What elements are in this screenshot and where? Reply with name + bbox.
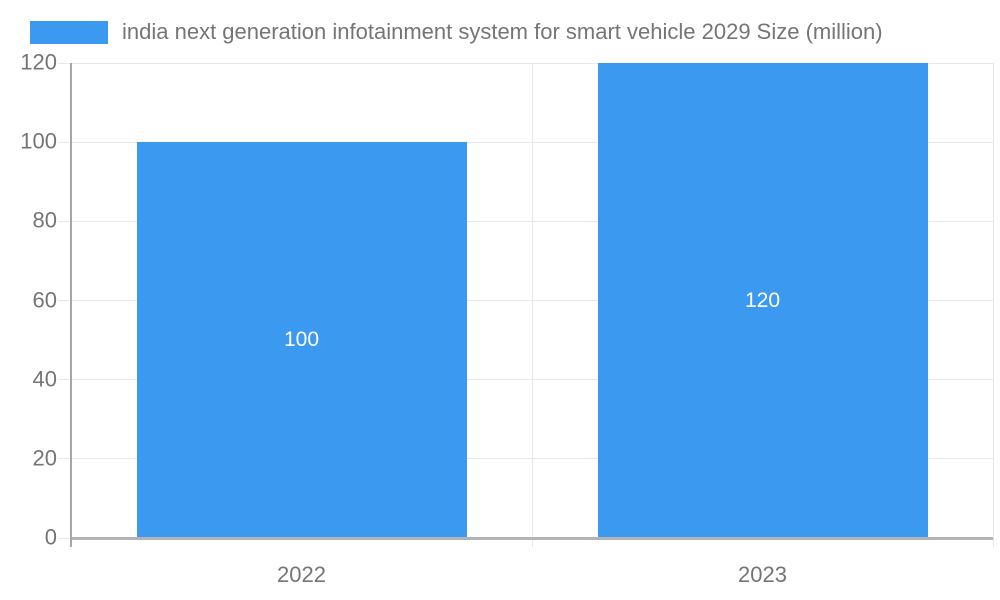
y-tick-label: 80 [32,207,57,233]
bar-2022[interactable] [136,142,467,538]
y-gridline [58,379,993,381]
legend[interactable]: india next generation infotainment syste… [30,19,883,45]
y-gridline [58,141,993,143]
category-boundary-line [992,63,994,547]
bar-2023[interactable] [597,63,928,538]
y-tick-label: 60 [32,286,57,312]
x-axis-line [71,536,993,540]
y-gridline [58,300,993,301]
y-axis-line [70,63,72,547]
y-gridline [58,62,993,64]
y-tick-label: 100 [20,128,57,154]
y-gridline [58,220,993,222]
y-gridline [58,458,993,460]
y-tick-label: 120 [20,49,57,75]
x-tick-label: 2023 [738,562,787,587]
y-tick-label: 40 [32,366,57,392]
y-tick-label: 0 [44,524,57,550]
x-tick-label: 2022 [277,562,326,587]
bar-value-label: 100 [283,328,320,352]
y-tick-label: 20 [32,445,57,471]
category-boundary-line [531,63,533,547]
bar-value-label: 120 [744,288,781,312]
legend-label: india next generation infotainment syste… [122,19,883,44]
legend-swatch [30,20,108,44]
